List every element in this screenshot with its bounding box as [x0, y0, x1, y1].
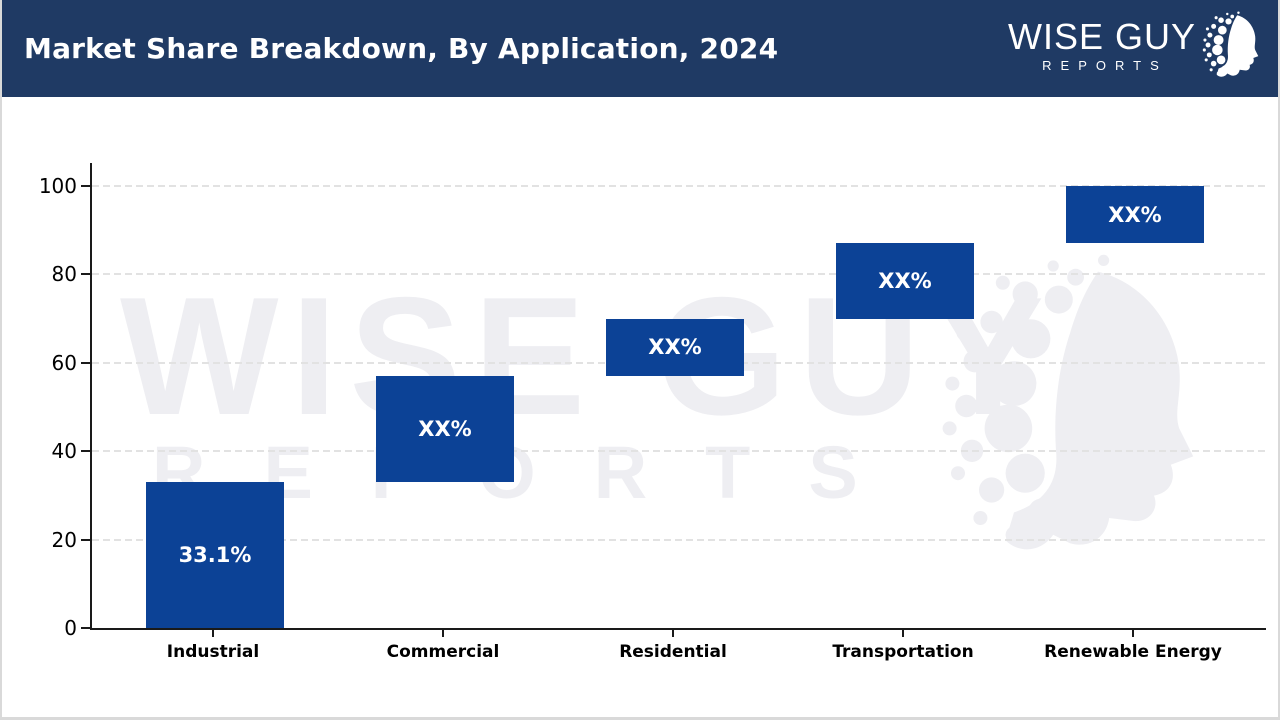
x-tick-mark — [902, 630, 904, 637]
bar-residential: XX% — [606, 318, 744, 377]
chart-region: 33.1% XX% XX% XX% XX% 0 20 40 60 80 100 Industrial… — [2, 97, 1278, 717]
bar-value-label: XX% — [878, 269, 932, 294]
x-category-label: Commercial — [386, 642, 500, 662]
x-category-label: Renewable Energy — [1044, 642, 1222, 662]
header: Market Share Breakdown, By Application, … — [2, 0, 1278, 97]
x-tick-mark — [442, 630, 444, 637]
y-tick-mark — [81, 627, 90, 629]
y-tick-label: 40 — [51, 439, 77, 464]
x-category-label: Residential — [619, 642, 727, 662]
wiseguy-head-icon — [1202, 11, 1259, 77]
y-tick-mark — [81, 361, 90, 364]
x-category-label: Transportation — [832, 642, 974, 662]
x-category-label: Industrial — [166, 642, 260, 662]
y-tick-mark — [81, 185, 90, 187]
bar-value-label: XX% — [1108, 202, 1162, 227]
y-tick-label: 20 — [51, 527, 77, 552]
bar-commercial: XX% — [376, 376, 514, 482]
gridline-80 — [92, 273, 1266, 276]
x-tick-mark — [1132, 630, 1134, 637]
y-tick-label: 0 — [64, 616, 77, 640]
wiseguy-logo-text: WISE GUY REPORTS — [1007, 15, 1196, 73]
y-tick-label: 80 — [51, 262, 77, 287]
y-tick-mark — [81, 538, 90, 541]
plot-area: 33.1% XX% XX% XX% XX% — [90, 163, 1266, 630]
bar-value-label: XX% — [418, 416, 472, 441]
page-title: Market Share Breakdown, By Application, … — [24, 32, 779, 65]
bar-value-label: 33.1% — [178, 542, 252, 567]
x-tick-mark — [212, 630, 214, 637]
gridline-40 — [92, 450, 1266, 453]
gridline-100 — [92, 185, 1266, 187]
gridline-20 — [92, 538, 1266, 541]
y-tick-mark — [81, 450, 90, 453]
logo-wordmark: WISE GUY — [1007, 15, 1196, 57]
bar-value-label: XX% — [648, 335, 702, 360]
y-tick-label: 100 — [38, 174, 77, 198]
y-tick-mark — [81, 273, 90, 276]
bar-industrial: 33.1% — [146, 481, 284, 628]
x-tick-mark — [672, 630, 674, 637]
logo-subtitle: REPORTS — [1042, 57, 1168, 73]
wiseguy-logo: WISE GUY REPORTS — [1008, 6, 1262, 84]
bar-transportation: XX% — [836, 243, 974, 319]
y-tick-label: 60 — [51, 350, 77, 375]
bar-renewable-energy: XX% — [1066, 186, 1204, 244]
